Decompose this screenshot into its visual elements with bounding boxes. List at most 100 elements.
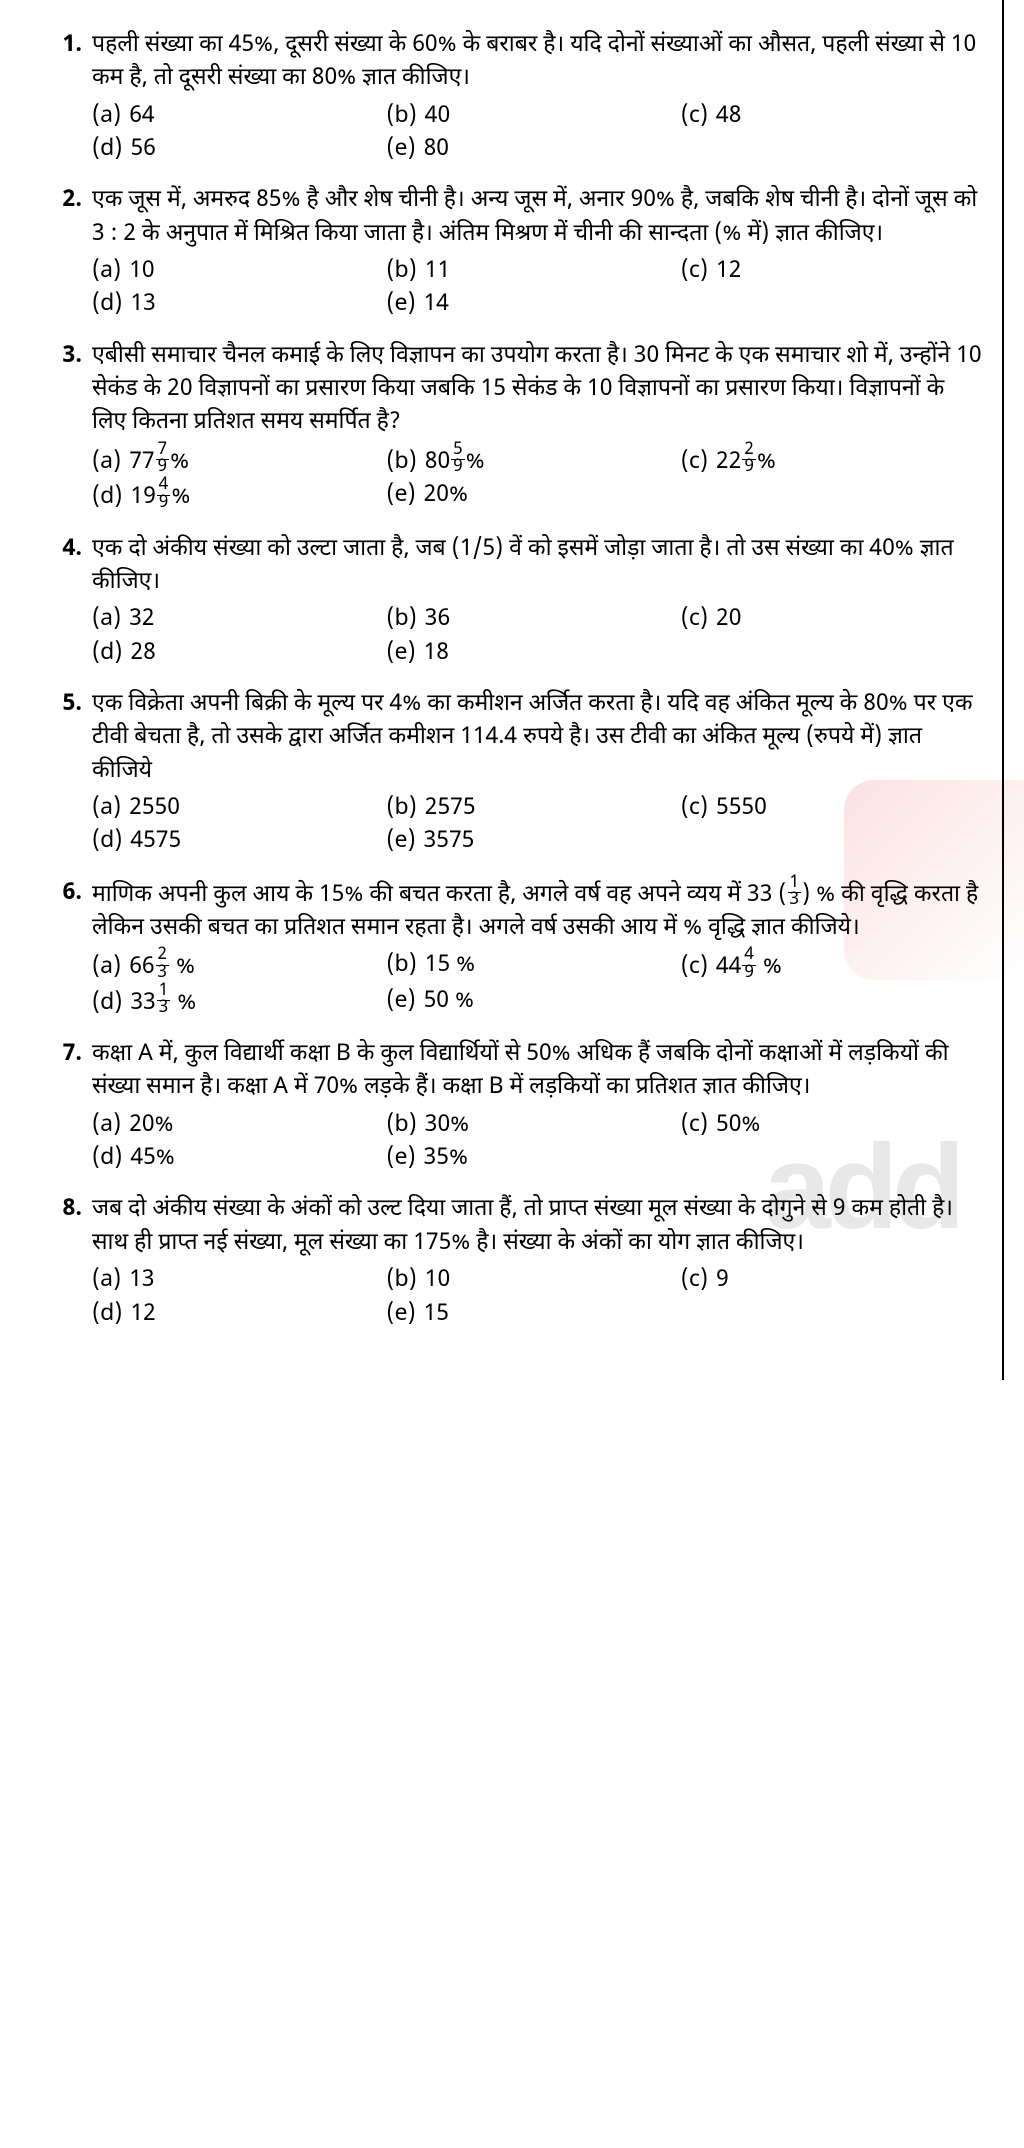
option[interactable]: (a)10 bbox=[92, 256, 386, 289]
option[interactable]: (e)80 bbox=[386, 134, 680, 167]
question-body: जब दो अंकीय संख्या के अंकों को उल्ट दिया… bbox=[92, 1194, 984, 1331]
option[interactable]: (a)6623 % bbox=[92, 950, 386, 985]
option-label: (c) bbox=[681, 101, 708, 134]
option-label: (c) bbox=[681, 1265, 708, 1298]
option-label: (b) bbox=[386, 950, 416, 983]
option-label: (c) bbox=[681, 447, 708, 480]
option[interactable]: (b)10 bbox=[386, 1265, 680, 1298]
option-label: (b) bbox=[386, 1265, 416, 1298]
option[interactable]: (b)2575 bbox=[386, 793, 680, 826]
question-number: 2. bbox=[50, 185, 92, 322]
options-row: (a)10(b)11(c)12 (d)13(e) 14 bbox=[92, 256, 984, 323]
option-label: (a) bbox=[92, 256, 121, 289]
option[interactable]: (d)28 bbox=[92, 638, 386, 671]
option-label: (e) bbox=[386, 986, 415, 1019]
option[interactable]: (b)36 bbox=[386, 604, 680, 637]
question: 8.जब दो अंकीय संख्या के अंकों को उल्ट दि… bbox=[50, 1194, 984, 1331]
option[interactable]: (e)18 bbox=[386, 638, 680, 671]
option[interactable]: (e) 50 % bbox=[386, 986, 680, 1021]
option-value: 50% bbox=[716, 1110, 760, 1143]
option[interactable]: (c)5550 bbox=[681, 793, 975, 826]
option-label: (e) bbox=[386, 826, 415, 859]
option[interactable]: (d) 56 bbox=[92, 134, 386, 167]
option-value: 1949% bbox=[130, 480, 190, 515]
question: 5.एक विक्रेता अपनी बिक्री के मूल्य पर 4%… bbox=[50, 689, 984, 860]
option[interactable]: (d)3313 % bbox=[92, 986, 386, 1021]
option-value: 50 % bbox=[424, 986, 474, 1019]
question-number: 4. bbox=[50, 534, 92, 671]
option-value: 4575 bbox=[130, 826, 181, 859]
option-value: 13 bbox=[129, 1265, 154, 1298]
option[interactable]: (c)20 bbox=[681, 604, 975, 637]
option-value: 9 bbox=[716, 1265, 729, 1298]
option-value: 15 % bbox=[425, 950, 475, 983]
option-label: (a) bbox=[92, 101, 121, 134]
option-label: (e) bbox=[386, 480, 415, 513]
option[interactable]: (d) 45% bbox=[92, 1143, 386, 1176]
option-value: 35% bbox=[424, 1143, 468, 1176]
option[interactable]: (e) 15 bbox=[386, 1299, 680, 1332]
option[interactable]: (a) 64 bbox=[92, 101, 386, 134]
option-value: 64 bbox=[129, 101, 154, 134]
option[interactable]: (a)7779% bbox=[92, 445, 386, 480]
option[interactable]: (e)3575 bbox=[386, 826, 680, 859]
question-number: 7. bbox=[50, 1039, 92, 1176]
fraction: 13 bbox=[788, 876, 802, 910]
question-number: 8. bbox=[50, 1194, 92, 1331]
option-value: 18 bbox=[424, 638, 449, 671]
option[interactable]: (e)35% bbox=[386, 1143, 680, 1176]
option-value: 45% bbox=[130, 1143, 174, 1176]
option[interactable]: (d)4575 bbox=[92, 826, 386, 859]
option-value: 14 bbox=[424, 289, 449, 322]
question: 4.एक दो अंकीय संख्या को उल्टा जाता है, ज… bbox=[50, 534, 984, 671]
option[interactable]: (a)2550 bbox=[92, 793, 386, 826]
option-value: 30% bbox=[425, 1110, 469, 1143]
option[interactable]: (c) 9 bbox=[681, 1265, 975, 1298]
option-value: 36 bbox=[425, 604, 450, 637]
option-label: (e) bbox=[386, 1299, 415, 1332]
option[interactable]: (c)50% bbox=[681, 1110, 975, 1143]
option[interactable]: (c)4449 % bbox=[681, 950, 975, 985]
option[interactable]: (c) 48 bbox=[681, 101, 975, 134]
option[interactable]: (e) 14 bbox=[386, 289, 680, 322]
questions-list: 1.पहली संख्या का 45%, दूसरी संख्या के 60… bbox=[50, 30, 984, 1332]
option-value: 40 bbox=[425, 101, 450, 134]
option[interactable]: (b)40 bbox=[386, 101, 680, 134]
option[interactable]: (c)2229% bbox=[681, 445, 975, 480]
option[interactable]: (d)13 bbox=[92, 289, 386, 322]
options-row: (a)7779%(b)8059%(c)2229% (d)1949%(e)20% bbox=[92, 445, 984, 516]
option-value: 48 bbox=[716, 101, 741, 134]
fraction: 79 bbox=[156, 443, 170, 477]
question-text: एक जूस में, अमरुद 85% है और शेष चीनी है।… bbox=[92, 185, 984, 252]
option[interactable]: (d)12 bbox=[92, 1299, 386, 1332]
option-label: (a) bbox=[92, 793, 121, 826]
option[interactable]: (a)13 bbox=[92, 1265, 386, 1298]
question-text: जब दो अंकीय संख्या के अंकों को उल्ट दिया… bbox=[92, 1194, 984, 1261]
options-row: (a)6623 %(b) 15 % (c)4449 % (d)3313 %(e) 50 … bbox=[92, 950, 984, 1021]
option-value: 56 bbox=[130, 134, 155, 167]
question: 6.माणिक अपनी कुल आय के 15% की बचत करता ह… bbox=[50, 878, 984, 1021]
option-label: (d) bbox=[92, 134, 122, 167]
option[interactable]: (a)32 bbox=[92, 604, 386, 637]
option-label: (a) bbox=[92, 1110, 121, 1143]
question-body: एक जूस में, अमरुद 85% है और शेष चीनी है।… bbox=[92, 185, 984, 322]
option-value: 15 bbox=[424, 1299, 449, 1332]
question-body: कक्षा A में, कुल विद्यार्थी कक्षा B के क… bbox=[92, 1039, 984, 1176]
option-value: 2575 bbox=[425, 793, 476, 826]
question-number: 1. bbox=[50, 30, 92, 167]
option-label: (a) bbox=[92, 952, 121, 985]
option-label: (c) bbox=[681, 952, 708, 985]
option[interactable]: (a)20% bbox=[92, 1110, 386, 1143]
option[interactable]: (d)1949% bbox=[92, 480, 386, 515]
option[interactable]: (b)11 bbox=[386, 256, 680, 289]
option[interactable]: (b) 15 % bbox=[386, 950, 680, 985]
option-label: (a) bbox=[92, 604, 121, 637]
option[interactable]: (e)20% bbox=[386, 480, 680, 515]
option-value: 3313 % bbox=[130, 986, 196, 1021]
option-value: 80 bbox=[424, 134, 449, 167]
option[interactable]: (b)30% bbox=[386, 1110, 680, 1143]
option[interactable]: (c)12 bbox=[681, 256, 975, 289]
option[interactable]: (b)8059% bbox=[386, 445, 680, 480]
option-label: (d) bbox=[92, 1143, 122, 1176]
option-label: (e) bbox=[386, 289, 415, 322]
